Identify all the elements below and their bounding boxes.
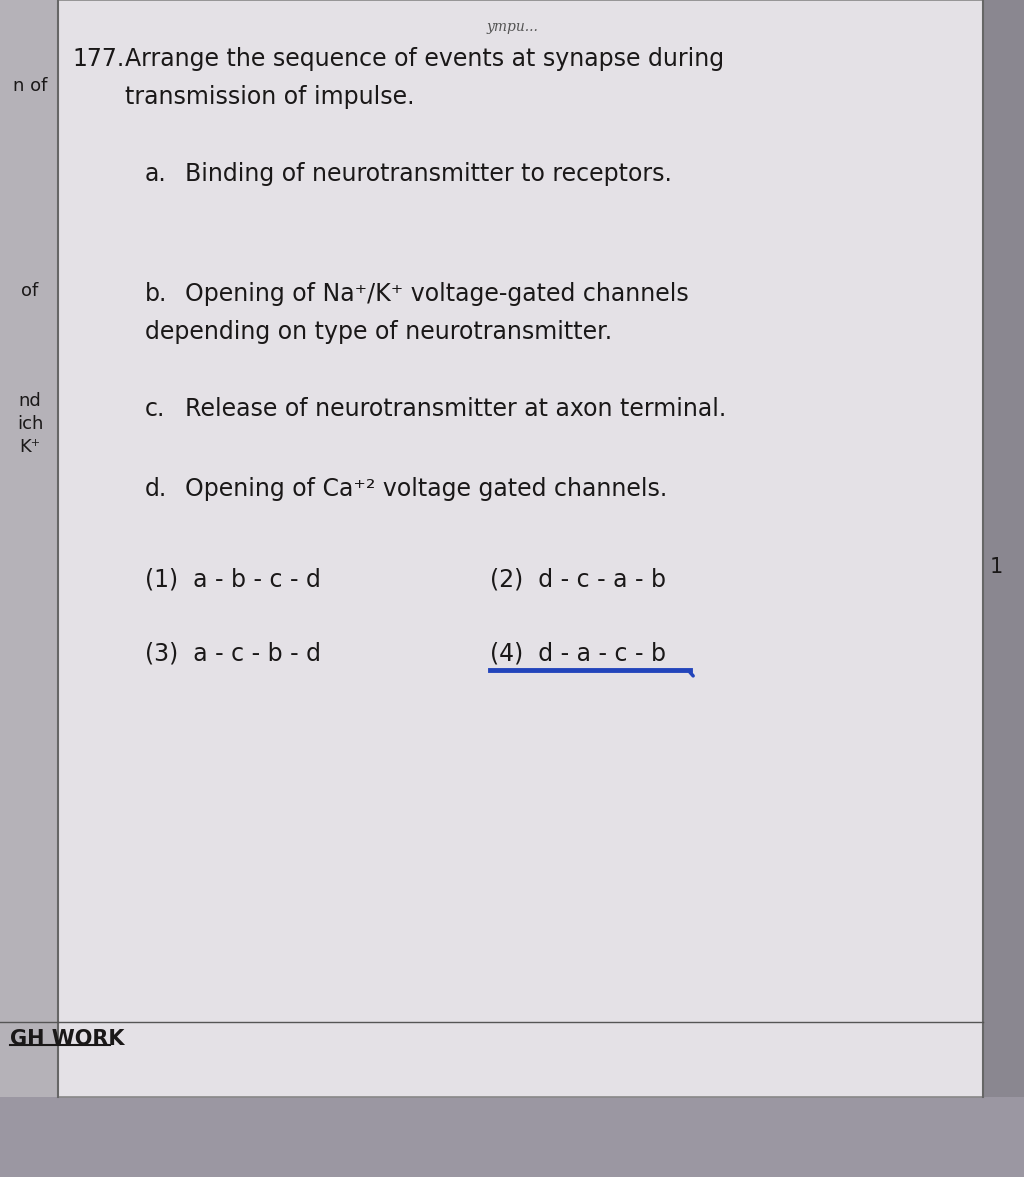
Text: Opening of Na⁺/K⁺ voltage-gated channels: Opening of Na⁺/K⁺ voltage-gated channels (185, 282, 689, 306)
Bar (983, 0, 1024, 1097)
Text: b.: b. (145, 282, 167, 306)
Text: n of: n of (13, 77, 47, 95)
Text: nd: nd (18, 392, 41, 410)
Text: of: of (22, 282, 39, 300)
Text: (2)  d - c - a - b: (2) d - c - a - b (490, 567, 666, 591)
Bar (0, 0, 58, 1097)
Text: Binding of neurotransmitter to receptors.: Binding of neurotransmitter to receptors… (185, 162, 672, 186)
Text: 1: 1 (990, 557, 1004, 577)
Text: ympu...: ympu... (486, 20, 538, 34)
Text: 177.: 177. (72, 47, 124, 71)
Text: Arrange the sequence of events at synapse during: Arrange the sequence of events at synaps… (125, 47, 724, 71)
Text: d.: d. (145, 477, 167, 501)
Text: Opening of Ca⁺² voltage gated channels.: Opening of Ca⁺² voltage gated channels. (185, 477, 668, 501)
Text: Release of neurotransmitter at axon terminal.: Release of neurotransmitter at axon term… (185, 397, 726, 421)
Text: ich: ich (16, 415, 43, 433)
Text: (1)  a - b - c - d: (1) a - b - c - d (145, 567, 321, 591)
Text: depending on type of neurotransmitter.: depending on type of neurotransmitter. (145, 320, 612, 344)
Text: GH WORK: GH WORK (10, 1029, 125, 1049)
Text: c.: c. (145, 397, 165, 421)
Text: a.: a. (145, 162, 167, 186)
Text: K⁺: K⁺ (19, 438, 41, 455)
Text: (3)  a - c - b - d: (3) a - c - b - d (145, 641, 321, 666)
Text: (4)  d - a - c - b: (4) d - a - c - b (490, 641, 666, 666)
Text: transmission of impulse.: transmission of impulse. (125, 85, 415, 109)
